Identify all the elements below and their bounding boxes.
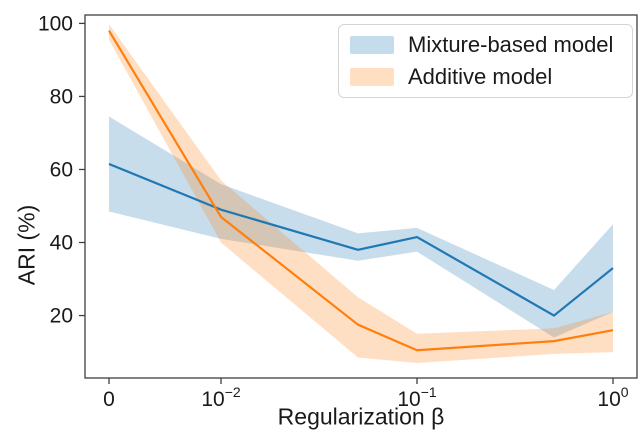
y-axis-label: ARI (%) <box>13 204 40 286</box>
series-line-1 <box>108 30 614 352</box>
x-tick-label: 10−2 <box>201 384 241 411</box>
confidence-band-0 <box>109 116 613 338</box>
legend-item-mixture: Mixture-based model <box>350 34 632 56</box>
legend: Mixture-based model Additive model <box>338 24 633 98</box>
y-tick-label: 100 <box>38 12 73 35</box>
y-tick-label: 80 <box>50 85 73 108</box>
x-tick-label: 100 <box>597 384 628 411</box>
y-tick-label: 20 <box>50 305 73 328</box>
legend-swatch-additive <box>350 67 394 86</box>
confidence-band-1 <box>109 24 613 364</box>
y-tick-label: 60 <box>50 158 73 181</box>
x-tick-label: 0 <box>103 388 115 411</box>
legend-swatch-mixture <box>350 36 394 55</box>
legend-item-additive: Additive model <box>350 63 632 89</box>
series-line-0 <box>108 162 614 317</box>
legend-label-mixture: Mixture-based model <box>408 32 614 58</box>
legend-label-additive: Additive model <box>408 63 553 89</box>
x-axis-label: Regularization β <box>277 403 445 430</box>
plot-border <box>84 14 638 379</box>
x-tick-label: 10−1 <box>397 384 437 411</box>
y-tick-label: 40 <box>50 232 73 255</box>
